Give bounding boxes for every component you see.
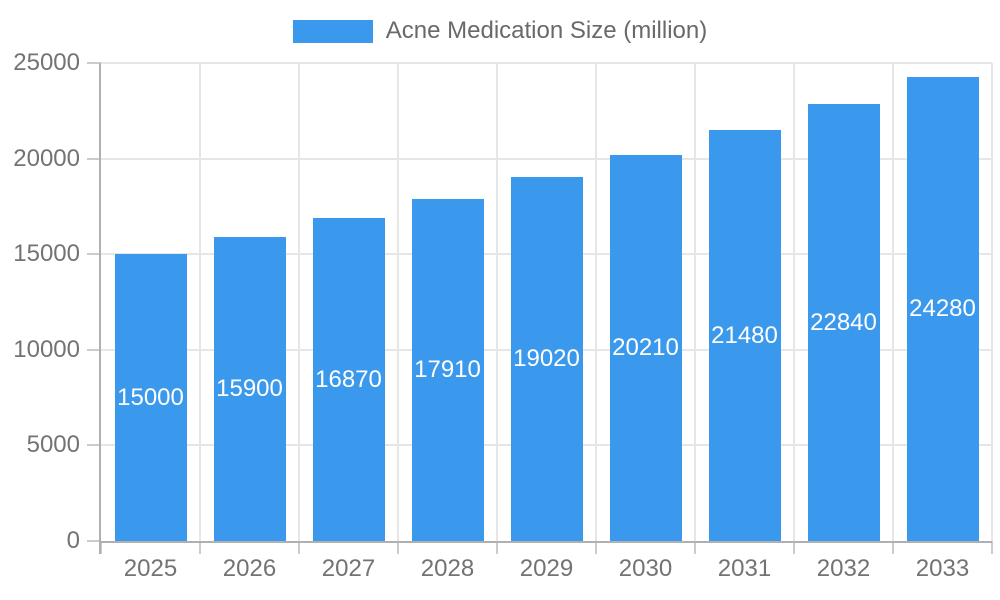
y-tick-label: 20000 xyxy=(13,144,80,172)
bar-value-label: 24280 xyxy=(909,294,976,322)
x-tick xyxy=(298,541,300,554)
bar-value-label: 20210 xyxy=(612,333,679,361)
x-tick xyxy=(496,541,498,554)
h-gridline xyxy=(101,62,992,64)
x-tick-label: 2032 xyxy=(816,555,871,582)
v-gridline xyxy=(892,63,894,541)
bar-value-label: 22840 xyxy=(810,308,877,336)
h-gridline xyxy=(101,157,992,160)
bar[interactable]: 19020 xyxy=(510,177,583,541)
x-tick xyxy=(892,541,894,554)
x-tick-label: 2025 xyxy=(123,555,178,582)
x-tick xyxy=(991,541,993,554)
x-tick-label: 2026 xyxy=(222,555,277,582)
bar-value-label: 21480 xyxy=(711,321,778,349)
y-tick xyxy=(87,157,101,160)
bar[interactable]: 17910 xyxy=(411,198,484,541)
y-tick xyxy=(87,444,101,447)
bar[interactable]: 15900 xyxy=(213,236,286,541)
v-gridline xyxy=(397,63,399,541)
v-gridline xyxy=(199,63,201,541)
v-gridline xyxy=(595,63,597,541)
x-tick-label: 2027 xyxy=(321,555,376,582)
y-tick xyxy=(87,253,101,256)
v-gridline xyxy=(694,63,696,541)
bar[interactable]: 22840 xyxy=(807,104,880,541)
bar[interactable]: 16870 xyxy=(312,218,385,541)
bar-value-label: 16870 xyxy=(315,365,382,393)
x-tick-label: 2033 xyxy=(915,555,970,582)
v-gridline xyxy=(991,63,993,541)
bar-value-label: 15900 xyxy=(216,374,283,402)
x-tick xyxy=(199,541,201,554)
bar[interactable]: 15000 xyxy=(114,254,187,541)
y-tick-label: 5000 xyxy=(26,431,80,459)
x-tick xyxy=(397,541,399,554)
bar[interactable]: 20210 xyxy=(609,154,682,541)
v-gridline xyxy=(793,63,795,541)
y-tick-label: 15000 xyxy=(13,240,80,268)
y-tick-label: 25000 xyxy=(13,49,80,76)
bar[interactable]: 21480 xyxy=(708,130,781,541)
bar-value-label: 15000 xyxy=(117,383,184,411)
x-tick xyxy=(694,541,696,554)
v-gridline xyxy=(496,63,498,541)
x-axis-line xyxy=(99,541,992,543)
bar[interactable]: 24280 xyxy=(906,76,979,541)
y-tick-label: 0 xyxy=(66,527,80,554)
y-tick xyxy=(87,62,101,64)
x-tick xyxy=(595,541,597,554)
legend-item[interactable]: Acne Medication Size (million) xyxy=(0,19,1000,43)
legend-label: Acne Medication Size (million) xyxy=(385,17,708,44)
x-tick-label: 2031 xyxy=(717,555,772,582)
x-tick xyxy=(100,541,102,554)
legend-swatch-icon xyxy=(292,19,373,43)
y-tick-label: 10000 xyxy=(13,335,80,363)
v-gridline xyxy=(298,63,300,541)
bar-value-label: 19020 xyxy=(513,345,580,373)
x-tick-label: 2030 xyxy=(618,555,673,582)
x-tick xyxy=(793,541,795,554)
bar-value-label: 17910 xyxy=(414,355,481,383)
x-tick-label: 2029 xyxy=(519,555,574,582)
x-tick-label: 2028 xyxy=(420,555,475,582)
y-tick xyxy=(87,540,101,542)
y-tick xyxy=(87,348,101,351)
y-axis-line xyxy=(99,63,101,554)
